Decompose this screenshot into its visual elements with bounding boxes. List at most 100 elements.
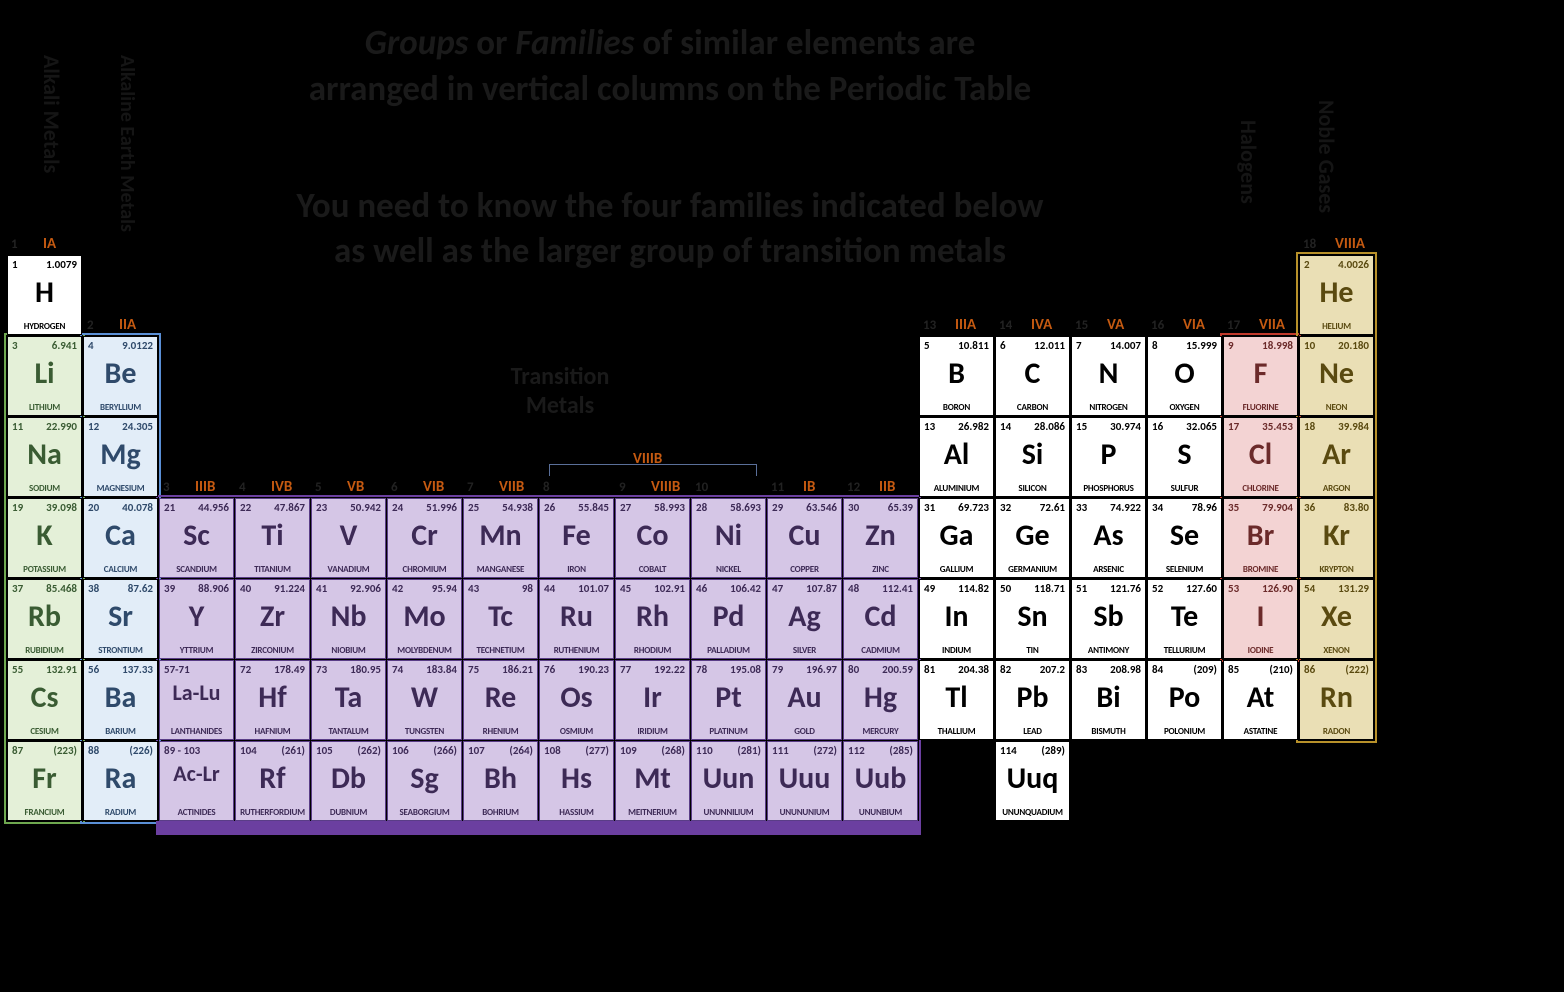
atomic-number: 79	[772, 663, 783, 676]
element-Sr: 3887.62SrSTRONTIUM	[83, 579, 158, 659]
element-name: SULFUR	[1148, 483, 1221, 494]
atomic-mass: 200.59	[882, 663, 913, 676]
atomic-mass: 106.42	[730, 582, 761, 595]
element-symbol: Pb	[996, 679, 1069, 716]
atomic-mass: 85.468	[46, 582, 77, 595]
element-K: 1939.098KPOTASSIUM	[7, 498, 82, 578]
element-name: ASTATINE	[1224, 726, 1297, 737]
element-name: TITANIUM	[236, 564, 309, 575]
element-name: CALCIUM	[84, 564, 157, 575]
atomic-number: 107	[468, 744, 485, 757]
element-Fe: 2655.845FeIRON	[539, 498, 614, 578]
element-Rb: 3785.468RbRUBIDIUM	[7, 579, 82, 659]
atomic-number: 30	[848, 501, 859, 514]
element-symbol: Ni	[692, 517, 765, 554]
element-name: RADIUM	[84, 807, 157, 818]
atomic-number: 36	[1304, 501, 1315, 514]
element-name: HASSIUM	[540, 807, 613, 818]
atomic-number: 105	[316, 744, 333, 757]
atomic-mass: 114.82	[958, 582, 989, 595]
atomic-mass: 91.224	[274, 582, 305, 595]
element-symbol: C	[996, 355, 1069, 392]
atomic-mass: (268)	[661, 744, 685, 757]
element-Uub: 112(285)UubUNUNBIUM	[843, 741, 918, 821]
atomic-number: 6	[1000, 339, 1006, 352]
atomic-number: 72	[240, 663, 251, 676]
group-number-18: 18	[1303, 237, 1316, 252]
atomic-number: 40	[240, 582, 251, 595]
atomic-number: 38	[88, 582, 99, 595]
element-name: MAGNESIUM	[84, 483, 157, 494]
atomic-mass: 24.305	[122, 420, 153, 433]
element-name: MEITNERIUM	[616, 807, 689, 818]
element-symbol: I	[1224, 598, 1297, 635]
group-roman-IIA: IIA	[119, 316, 136, 334]
element-symbol: Si	[996, 436, 1069, 473]
element-symbol: Ti	[236, 517, 309, 554]
element-Y: 3988.906YYTTRIUM	[159, 579, 234, 659]
element-symbol: Ne	[1300, 355, 1373, 392]
element-name: RHENIUM	[464, 726, 537, 737]
group-number-11: 11	[771, 480, 784, 495]
element-symbol: Se	[1148, 517, 1221, 554]
element-symbol: Pt	[692, 679, 765, 716]
element-symbol: Sn	[996, 598, 1069, 635]
element-name: PLATINUM	[692, 726, 765, 737]
element-symbol: N	[1072, 355, 1145, 392]
element-S: 1632.065SSULFUR	[1147, 417, 1222, 497]
atomic-number: 15	[1076, 420, 1087, 433]
atomic-mass: 10.811	[958, 339, 989, 352]
atomic-number: 74	[392, 663, 403, 676]
element-symbol: B	[920, 355, 993, 392]
atomic-mass: 87.62	[128, 582, 153, 595]
element-symbol: Pd	[692, 598, 765, 635]
atomic-number: 112	[848, 744, 865, 757]
element-Te: 52127.60TeTELLURIUM	[1147, 579, 1222, 659]
group-number-15: 15	[1075, 318, 1088, 333]
atomic-mass: 107.87	[806, 582, 837, 595]
element-Sc: 2144.956ScSCANDIUM	[159, 498, 234, 578]
atomic-mass: 207.2	[1040, 663, 1065, 676]
atomic-number: 57-71	[164, 663, 190, 676]
group-roman-IB: IB	[803, 478, 815, 496]
atomic-mass: 178.49	[274, 663, 305, 676]
atomic-mass: 47.867	[274, 501, 305, 514]
atomic-number: 44	[544, 582, 555, 595]
group-roman-VA: VA	[1107, 316, 1124, 334]
element-symbol: He	[1300, 274, 1373, 311]
element-Ag: 47107.87AgSILVER	[767, 579, 842, 659]
element-name: NEON	[1300, 402, 1373, 413]
atomic-mass: (277)	[585, 744, 609, 757]
atomic-mass: 74.922	[1110, 501, 1141, 514]
element-Fr: 87(223)FrFRANCIUM	[7, 741, 82, 821]
element-symbol: Os	[540, 679, 613, 716]
atomic-number: 22	[240, 501, 251, 514]
atomic-mass: 132.91	[46, 663, 77, 676]
element-symbol: Co	[616, 517, 689, 554]
atomic-mass: 54.938	[502, 501, 533, 514]
atomic-number: 106	[392, 744, 409, 757]
atomic-number: 13	[924, 420, 935, 433]
group-roman-IIIB: IIIB	[195, 478, 215, 496]
element-name: VANADIUM	[312, 564, 385, 575]
atomic-number: 34	[1152, 501, 1163, 514]
atomic-mass: 102.91	[654, 582, 685, 595]
element-name: SEABORGIUM	[388, 807, 461, 818]
group-roman-VIIA: VIIA	[1259, 316, 1285, 334]
atomic-number: 77	[620, 663, 631, 676]
element-Cu: 2963.546CuCOPPER	[767, 498, 842, 578]
element-symbol: Tl	[920, 679, 993, 716]
atomic-mass: 51.996	[426, 501, 457, 514]
element-name: TANTALUM	[312, 726, 385, 737]
element-name: STRONTIUM	[84, 645, 157, 656]
element-Bi: 83208.98BiBISMUTH	[1071, 660, 1146, 740]
atomic-mass: 50.942	[350, 501, 381, 514]
element-symbol: Ba	[84, 679, 157, 716]
element-symbol: Ar	[1300, 436, 1373, 473]
atomic-number: 114	[1000, 744, 1017, 757]
atomic-number: 42	[392, 582, 403, 595]
element-name: SELENIUM	[1148, 564, 1221, 575]
element-Sn: 50118.71SnTIN	[995, 579, 1070, 659]
element-symbol: Ir	[616, 679, 689, 716]
group-number-7: 7	[467, 480, 474, 495]
